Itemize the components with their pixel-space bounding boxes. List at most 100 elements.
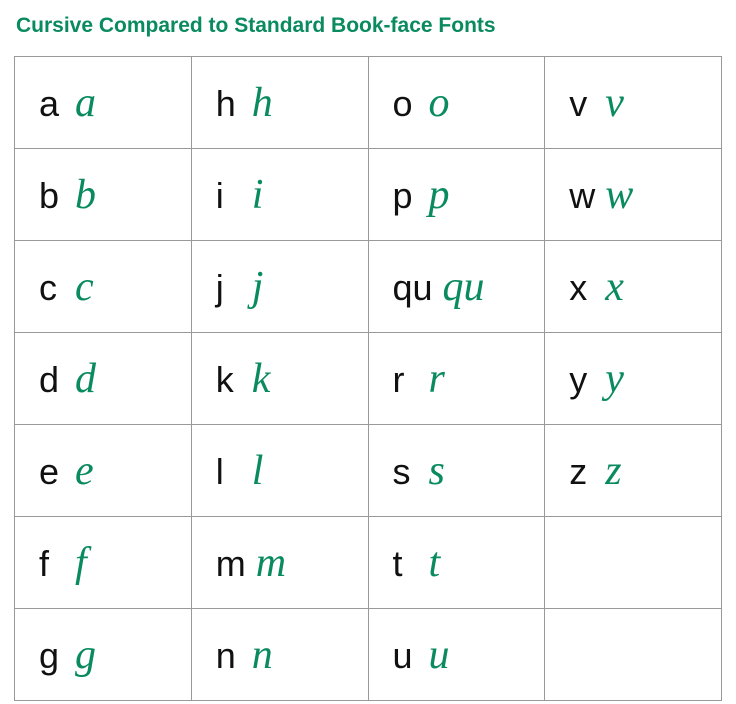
standard-letter: f — [39, 543, 65, 585]
letter-pair: cc — [39, 263, 191, 311]
cursive-letter: y — [605, 355, 624, 403]
letter-pair: vv — [569, 79, 721, 127]
cursive-letter: r — [429, 355, 445, 403]
cursive-letter: h — [252, 79, 273, 127]
cursive-letter: j — [252, 263, 264, 311]
table-cell: pp — [368, 149, 545, 241]
letter-pair: dd — [39, 355, 191, 403]
letter-pair: rr — [393, 355, 545, 403]
letter-pair: oo — [393, 79, 545, 127]
standard-letter: qu — [393, 267, 433, 309]
table-cell: zz — [545, 425, 722, 517]
table-row: ddkkrryy — [15, 333, 722, 425]
table-cell: ii — [191, 149, 368, 241]
table-cell: yy — [545, 333, 722, 425]
standard-letter: t — [393, 543, 419, 585]
table-cell: kk — [191, 333, 368, 425]
table-cell: dd — [15, 333, 192, 425]
letter-pair: ququ — [393, 263, 545, 311]
letter-pair: gg — [39, 631, 191, 679]
letter-pair: jj — [216, 263, 368, 311]
letter-pair: pp — [393, 171, 545, 219]
table-cell: oo — [368, 57, 545, 149]
table-row: ccjjququxx — [15, 241, 722, 333]
table-cell: cc — [15, 241, 192, 333]
letter-pair: ll — [216, 447, 368, 495]
table-cell: nn — [191, 609, 368, 701]
table-cell: jj — [191, 241, 368, 333]
letter-pair: xx — [569, 263, 721, 311]
cursive-letter: s — [429, 447, 445, 495]
cursive-letter: t — [429, 539, 441, 587]
alphabet-table: aahhoovvbbiippwwccjjququxxddkkrryyeellss… — [14, 56, 722, 701]
table-cell: rr — [368, 333, 545, 425]
standard-letter: y — [569, 359, 595, 401]
table-cell: ququ — [368, 241, 545, 333]
cursive-letter: z — [605, 447, 621, 495]
letter-pair: ii — [216, 171, 368, 219]
cursive-letter: x — [605, 263, 624, 311]
table-cell: bb — [15, 149, 192, 241]
standard-letter: o — [393, 83, 419, 125]
standard-letter: k — [216, 359, 242, 401]
table-cell — [545, 517, 722, 609]
standard-letter: u — [393, 635, 419, 677]
cursive-letter: f — [75, 539, 87, 587]
cursive-letter: n — [252, 631, 273, 679]
cursive-letter: u — [429, 631, 450, 679]
table-cell: ff — [15, 517, 192, 609]
standard-letter: m — [216, 543, 246, 585]
standard-letter: e — [39, 451, 65, 493]
letter-pair: ee — [39, 447, 191, 495]
cursive-letter: w — [605, 171, 633, 219]
page-title: Cursive Compared to Standard Book-face F… — [14, 14, 722, 38]
cursive-letter: i — [252, 171, 264, 219]
letter-pair: uu — [393, 631, 545, 679]
table-row: ggnnuu — [15, 609, 722, 701]
standard-letter: z — [569, 451, 595, 493]
table-row: ffmmtt — [15, 517, 722, 609]
cursive-letter: qu — [443, 263, 485, 311]
cursive-letter: p — [429, 171, 450, 219]
letter-pair: aa — [39, 79, 191, 127]
letter-pair: ww — [569, 171, 721, 219]
letter-pair: bb — [39, 171, 191, 219]
letter-pair: zz — [569, 447, 721, 495]
table-row: eellsszz — [15, 425, 722, 517]
table-cell: tt — [368, 517, 545, 609]
letter-pair: ff — [39, 539, 191, 587]
cursive-letter: d — [75, 355, 96, 403]
cursive-letter: o — [429, 79, 450, 127]
standard-letter: g — [39, 635, 65, 677]
letter-pair: nn — [216, 631, 368, 679]
standard-letter: l — [216, 451, 242, 493]
standard-letter: n — [216, 635, 242, 677]
table-cell: aa — [15, 57, 192, 149]
table-cell: vv — [545, 57, 722, 149]
standard-letter: d — [39, 359, 65, 401]
standard-letter: c — [39, 267, 65, 309]
table-cell: ww — [545, 149, 722, 241]
table-cell: xx — [545, 241, 722, 333]
cursive-letter: a — [75, 79, 96, 127]
cursive-letter: k — [252, 355, 271, 403]
letter-pair: kk — [216, 355, 368, 403]
table-cell: ss — [368, 425, 545, 517]
letter-pair: yy — [569, 355, 721, 403]
standard-letter: s — [393, 451, 419, 493]
cursive-letter: l — [252, 447, 264, 495]
letter-pair: ss — [393, 447, 545, 495]
table-cell: ee — [15, 425, 192, 517]
table-cell: gg — [15, 609, 192, 701]
table-cell: uu — [368, 609, 545, 701]
letter-pair: hh — [216, 79, 368, 127]
letter-pair: tt — [393, 539, 545, 587]
cursive-letter: c — [75, 263, 94, 311]
letter-pair: mm — [216, 539, 368, 587]
cursive-letter: e — [75, 447, 94, 495]
cursive-letter: g — [75, 631, 96, 679]
table-row: aahhoovv — [15, 57, 722, 149]
table-cell: ll — [191, 425, 368, 517]
standard-letter: b — [39, 175, 65, 217]
table-cell — [545, 609, 722, 701]
